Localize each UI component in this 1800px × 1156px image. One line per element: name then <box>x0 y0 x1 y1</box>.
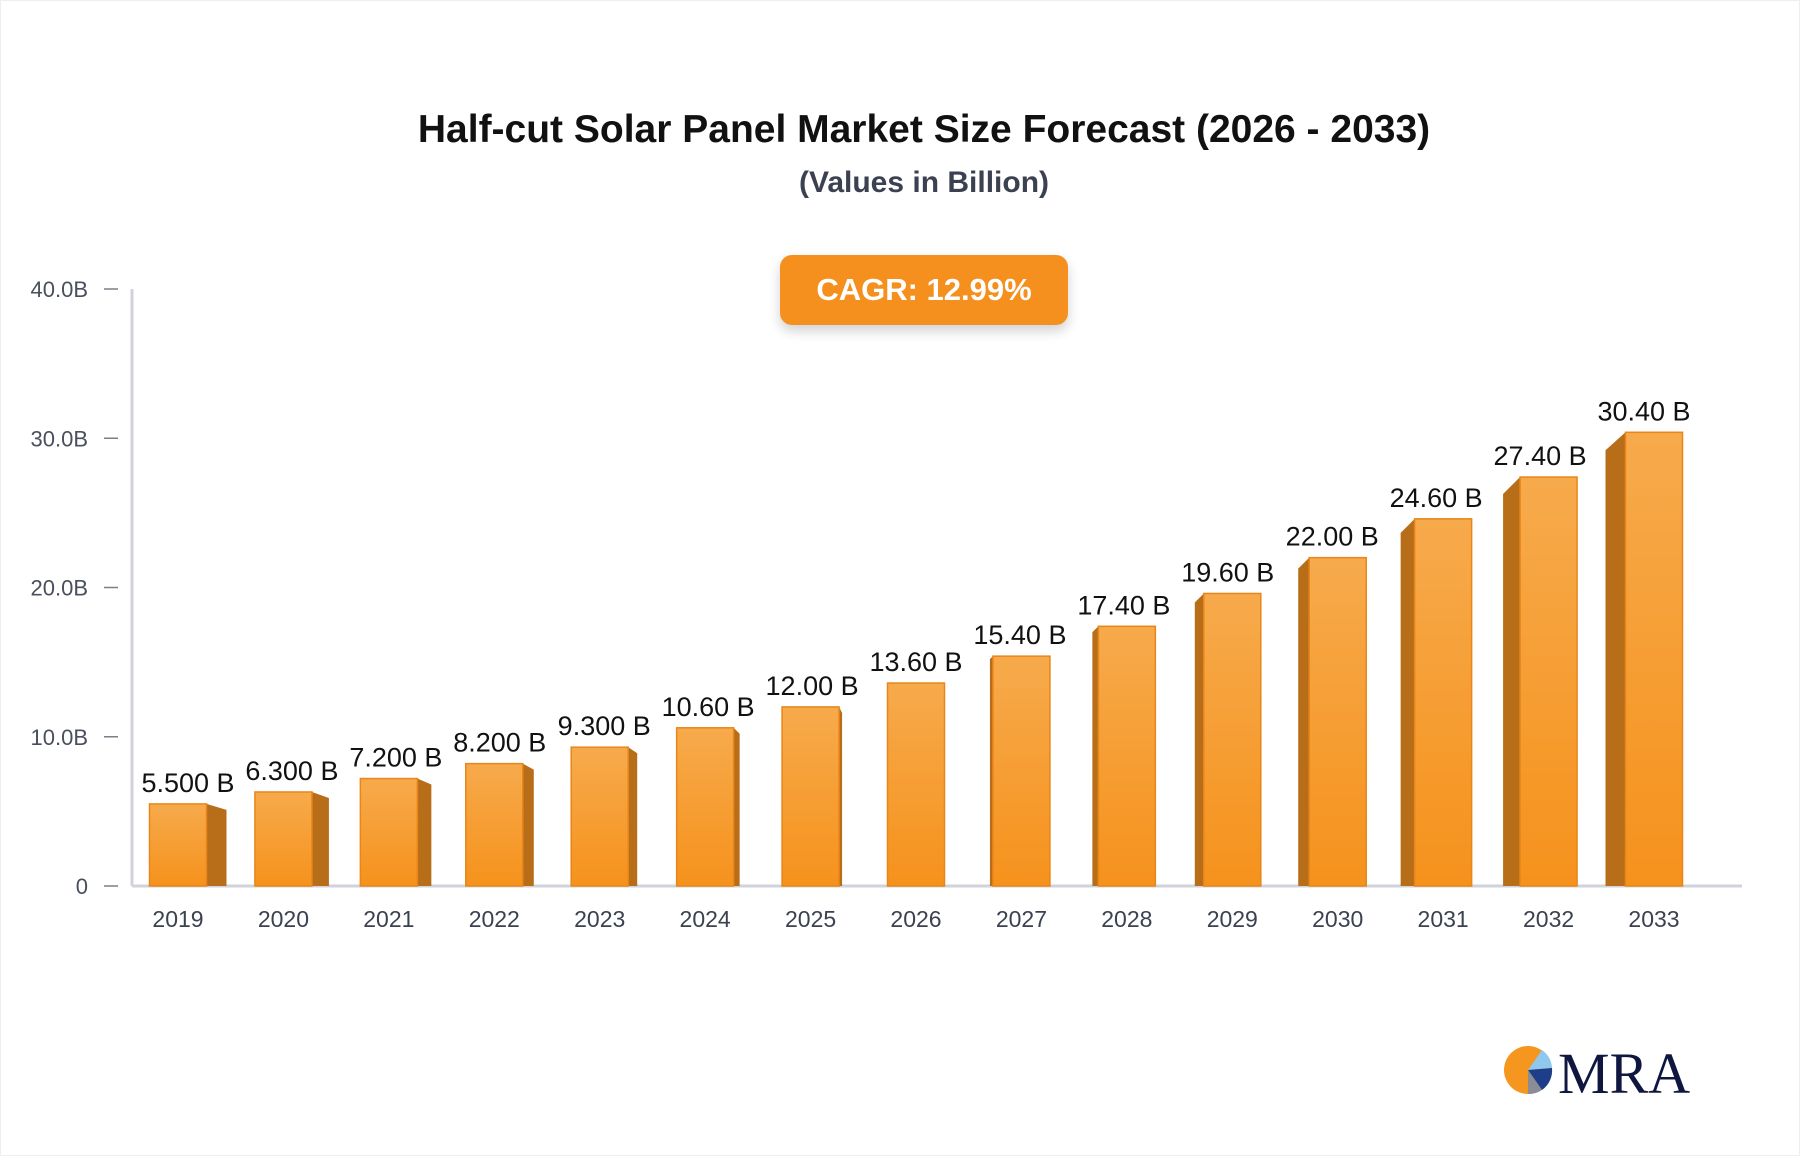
x-tick-label: 2033 <box>1628 906 1679 932</box>
data-label: 13.60 B <box>869 647 962 677</box>
bar-2033 <box>1624 431 1684 887</box>
bar-2024 <box>675 727 735 887</box>
data-label: 8.200 B <box>453 728 546 758</box>
bar-2030 <box>1308 556 1367 887</box>
bar-side <box>1092 626 1099 886</box>
bar-side <box>417 778 432 886</box>
bar-side <box>1605 432 1626 886</box>
data-label: 10.60 B <box>662 692 755 722</box>
data-label: 24.60 B <box>1390 483 1483 513</box>
bar-2026 <box>886 682 946 887</box>
x-tick-label: 2024 <box>680 906 731 932</box>
x-tick-label: 2031 <box>1418 906 1469 932</box>
data-label: 19.60 B <box>1181 557 1274 587</box>
x-tick-label: 2025 <box>785 906 836 932</box>
y-tick-label: 20.0B <box>31 576 89 601</box>
bar-2028 <box>1097 625 1157 887</box>
bar-2031 <box>1413 518 1473 887</box>
bar-2029 <box>1203 592 1262 887</box>
bar-side <box>628 747 638 886</box>
y-tick-label: 10.0B <box>31 725 89 750</box>
y-tick-label: 0 <box>76 874 88 899</box>
x-tick-label: 2029 <box>1207 906 1258 932</box>
data-label: 15.40 B <box>973 620 1066 650</box>
y-tick-label: 40.0B <box>31 277 89 302</box>
data-label: 30.40 B <box>1597 396 1690 426</box>
x-tick-label: 2019 <box>152 906 203 932</box>
data-label: 12.00 B <box>766 671 859 701</box>
bar-2027 <box>992 655 1051 887</box>
data-label: 17.40 B <box>1077 590 1170 620</box>
x-tick-label: 2023 <box>574 906 625 932</box>
bar-side <box>1503 477 1521 886</box>
x-tick-label: 2026 <box>890 906 941 932</box>
bar-2032 <box>1519 476 1578 887</box>
x-tick-label: 2032 <box>1523 906 1574 932</box>
bar-side <box>1400 518 1415 886</box>
bar-2023 <box>570 746 629 887</box>
data-label: 27.40 B <box>1494 441 1587 471</box>
bar-side <box>206 803 227 886</box>
data-label: 9.300 B <box>558 711 651 741</box>
bar-side <box>1298 557 1310 886</box>
bar-side <box>1194 593 1204 886</box>
bar-2021 <box>359 777 419 887</box>
bar-2022 <box>465 762 524 887</box>
bar-side <box>522 763 534 886</box>
x-tick-label: 2021 <box>363 906 414 932</box>
bar-2025 <box>781 706 840 887</box>
x-tick-label: 2028 <box>1101 906 1152 932</box>
chart-title: Half-cut Solar Panel Market Size Forecas… <box>417 108 1431 151</box>
y-tick-label: 30.0B <box>31 426 89 451</box>
x-tick-label: 2027 <box>996 906 1047 932</box>
data-label: 7.200 B <box>349 743 442 773</box>
bar-side <box>733 727 740 886</box>
cagr-badge: CAGR: 12.99% <box>780 255 1068 325</box>
bar-side <box>311 791 329 886</box>
data-label: 6.300 B <box>245 756 338 786</box>
data-label: 22.00 B <box>1286 522 1379 552</box>
chart-subtitle: (Values in Billion) <box>798 166 1050 199</box>
bar-2019 <box>148 803 208 887</box>
data-label: 5.500 B <box>141 768 234 798</box>
logo-pie-icon: MRA <box>1504 1041 1690 1100</box>
x-tick-label: 2030 <box>1312 906 1363 932</box>
x-tick-label: 2020 <box>258 906 309 932</box>
x-tick-label: 2022 <box>469 906 520 932</box>
bar-2020 <box>254 791 313 887</box>
logo-text: MRA <box>1558 1041 1690 1100</box>
